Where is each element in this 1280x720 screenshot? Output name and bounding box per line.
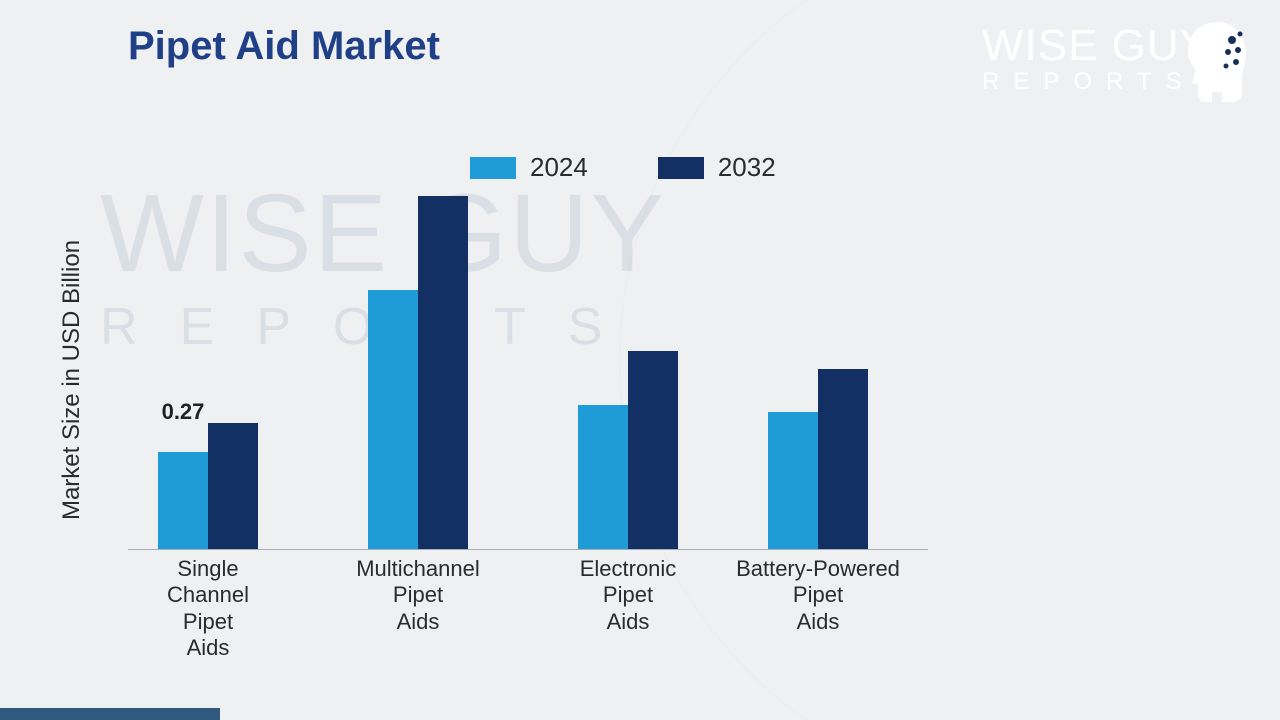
bar (418, 196, 468, 549)
chart-title: Pipet Aid Market (128, 24, 440, 69)
legend-item: 2032 (658, 152, 776, 183)
category-label: ElectronicPipetAids (533, 550, 723, 635)
legend-label: 2032 (718, 152, 776, 183)
legend: 2024 2032 (470, 152, 776, 183)
category-label: Battery-PoweredPipetAids (723, 550, 913, 635)
bar (158, 452, 208, 549)
bar (818, 369, 868, 549)
chart-plot-area: 0.27SingleChannelPipetAidsMultichannelPi… (128, 190, 928, 550)
bar (208, 423, 258, 549)
legend-label: 2024 (530, 152, 588, 183)
logo-head-icon (1182, 20, 1252, 106)
y-axis-label: Market Size in USD Billion (58, 240, 86, 520)
bar (768, 412, 818, 549)
bar (368, 290, 418, 549)
legend-item: 2024 (470, 152, 588, 183)
bar-value-label: 0.27 (162, 399, 205, 425)
bar (578, 405, 628, 549)
category-label: SingleChannelPipetAids (113, 550, 303, 662)
category-label: MultichannelPipetAids (323, 550, 513, 635)
bottom-accent-bar (0, 708, 220, 720)
legend-swatch (470, 157, 516, 179)
bar (628, 351, 678, 549)
logo: WISE GUY REPORTS (982, 24, 1252, 94)
legend-swatch (658, 157, 704, 179)
